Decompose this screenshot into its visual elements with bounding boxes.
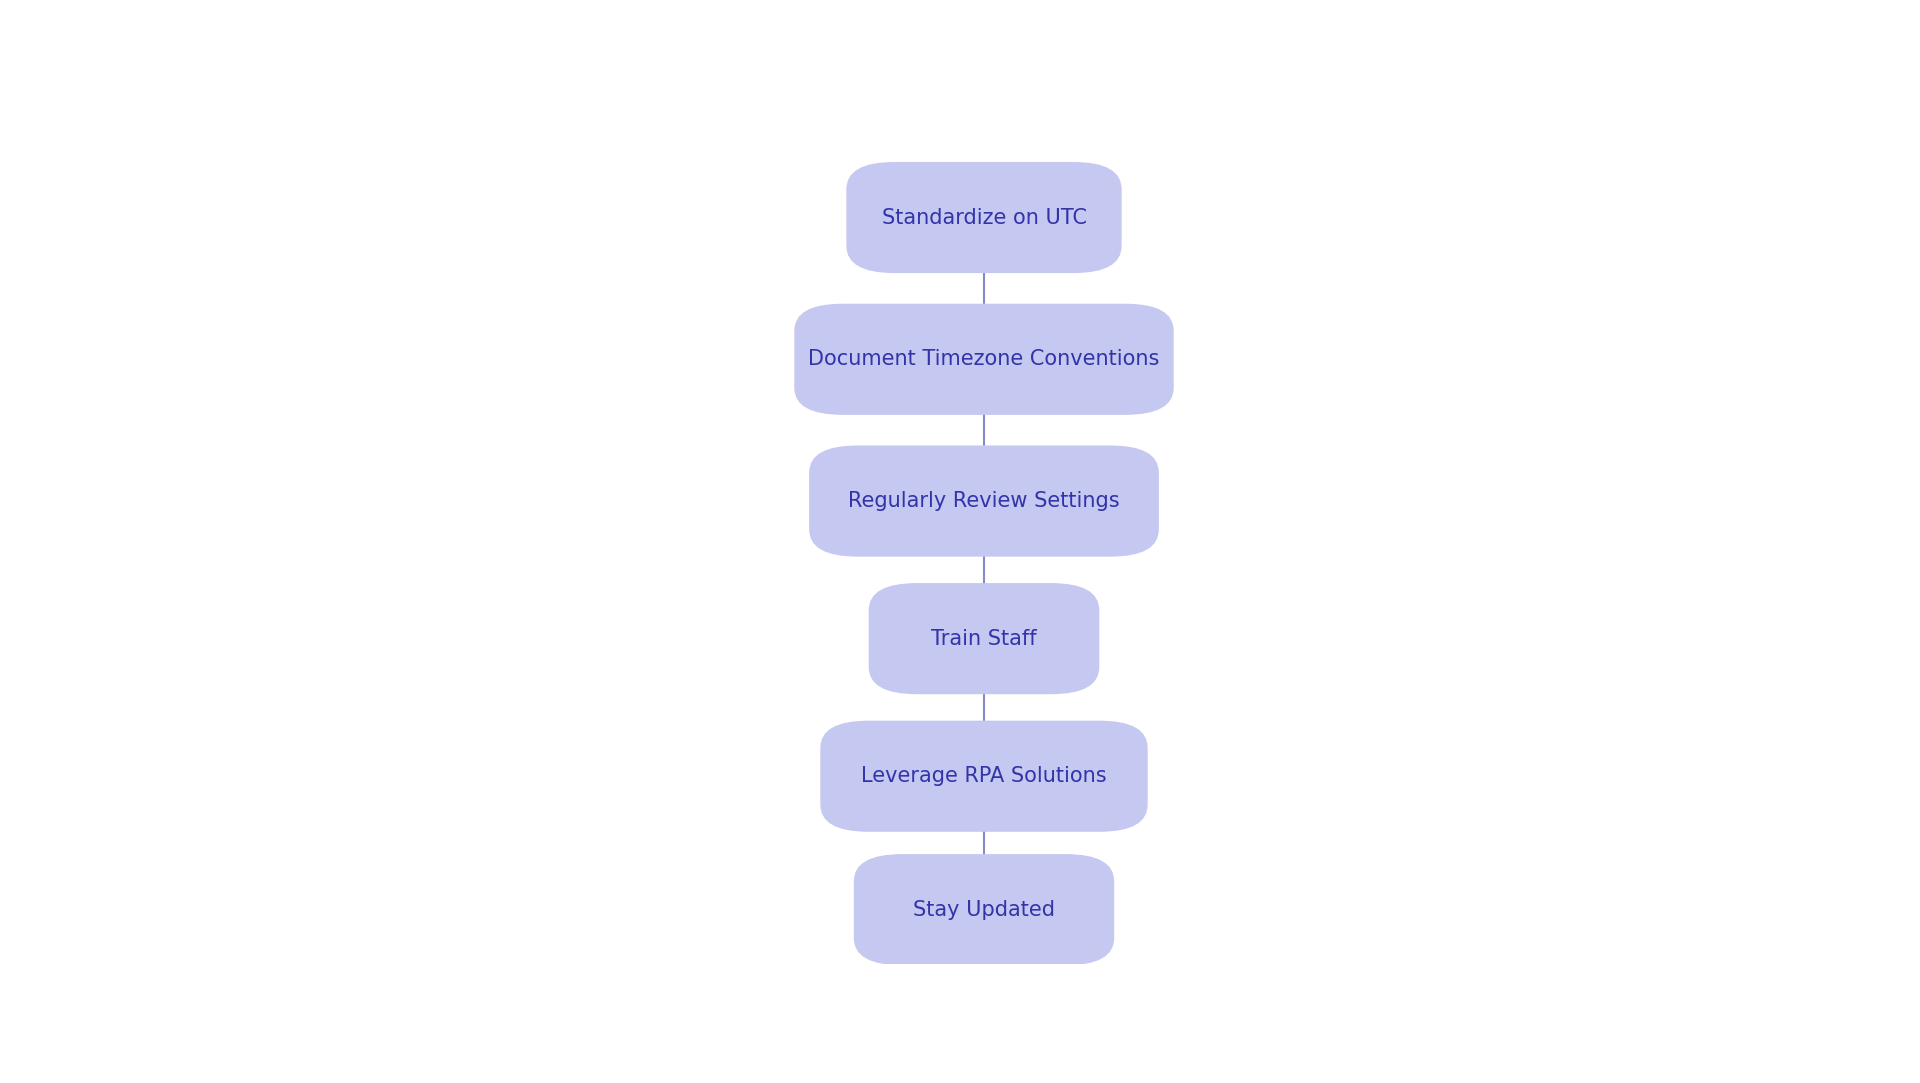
FancyBboxPatch shape: [847, 162, 1121, 273]
FancyBboxPatch shape: [854, 854, 1114, 965]
Text: Document Timezone Conventions: Document Timezone Conventions: [808, 350, 1160, 369]
FancyBboxPatch shape: [868, 583, 1100, 694]
FancyBboxPatch shape: [808, 445, 1160, 557]
FancyBboxPatch shape: [820, 720, 1148, 832]
FancyBboxPatch shape: [795, 303, 1173, 415]
Text: Leverage RPA Solutions: Leverage RPA Solutions: [862, 767, 1106, 786]
Text: Stay Updated: Stay Updated: [914, 900, 1054, 919]
Text: Standardize on UTC: Standardize on UTC: [881, 208, 1087, 227]
Text: Train Staff: Train Staff: [931, 628, 1037, 649]
Text: Regularly Review Settings: Regularly Review Settings: [849, 491, 1119, 511]
